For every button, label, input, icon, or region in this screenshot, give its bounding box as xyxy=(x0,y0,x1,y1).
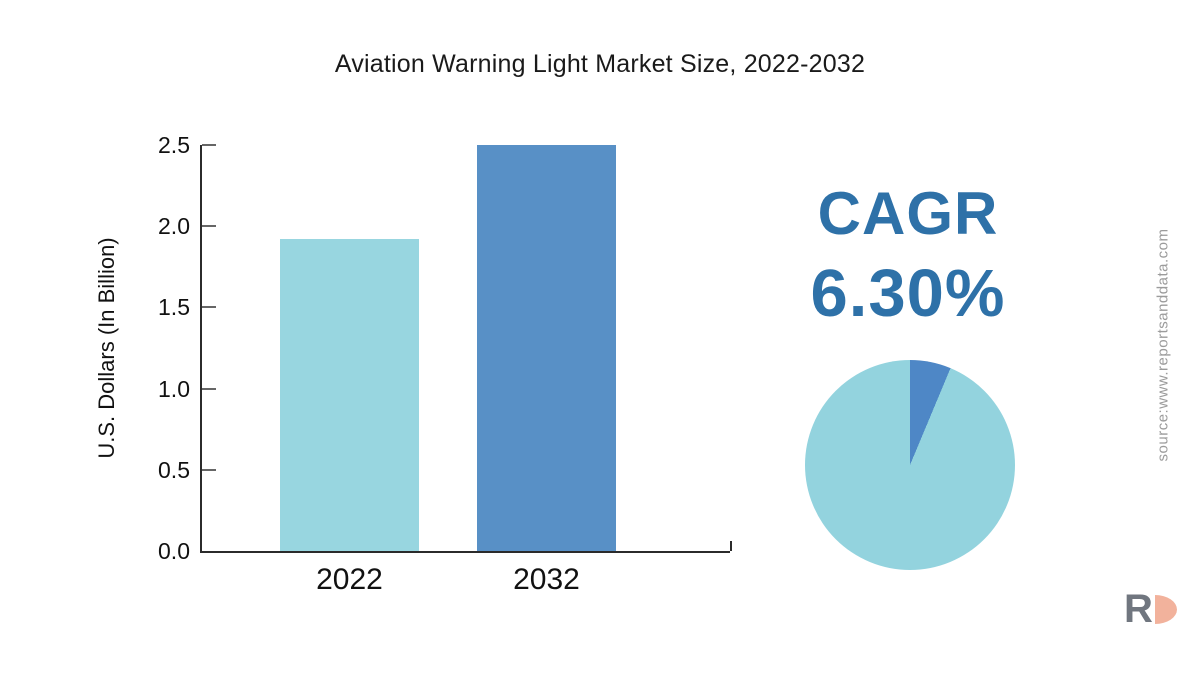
plot-area: 0.0 0.5 1.0 1.5 2.0 2.5 2022 2032 xyxy=(158,132,732,596)
source-note: source:www.reportsanddata.com xyxy=(1154,228,1172,462)
reportsanddata-logo: R xyxy=(1124,587,1177,631)
logo-d-shape-icon xyxy=(1154,594,1177,624)
y-tick-label: 0.0 xyxy=(158,538,190,564)
y-tick-label: 1.0 xyxy=(158,375,190,402)
y-tick-label: 2.0 xyxy=(158,213,190,240)
y-axis-label: U.S. Dollars (In Billion) xyxy=(94,237,119,459)
cagr-block: CAGR 6.30% xyxy=(810,180,1006,331)
y-tick-mark xyxy=(202,387,216,390)
y-tick-mark xyxy=(202,225,216,228)
cagr-label: CAGR xyxy=(817,180,999,247)
cagr-value: 6.30% xyxy=(810,256,1006,331)
y-tick-mark xyxy=(202,468,216,471)
bar-2022 xyxy=(280,239,419,551)
cagr-pie-chart xyxy=(805,360,1015,570)
logo-letter-r: R xyxy=(1124,587,1153,631)
y-tick-mark xyxy=(202,144,216,146)
y-tick-label: 1.5 xyxy=(158,294,190,321)
x-axis-end-tick xyxy=(730,541,732,551)
y-tick-mark xyxy=(202,306,216,309)
y-tick-label: 0.5 xyxy=(158,456,190,483)
bar-2032 xyxy=(477,145,616,551)
chart-title: Aviation Warning Light Market Size, 2022… xyxy=(334,50,866,78)
x-tick-label-2032: 2032 xyxy=(513,563,580,596)
x-tick-label-2022: 2022 xyxy=(316,563,383,596)
y-tick-label: 2.5 xyxy=(158,132,190,158)
